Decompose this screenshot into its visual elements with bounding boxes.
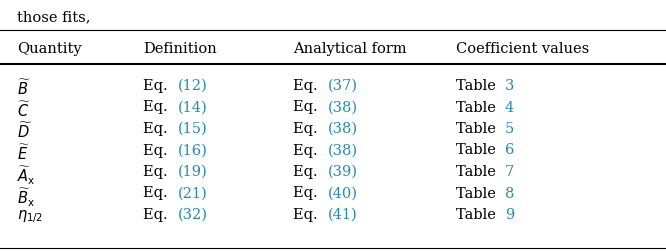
Text: 6: 6 <box>505 143 514 158</box>
Text: 9: 9 <box>505 208 514 222</box>
Text: (37): (37) <box>328 79 358 93</box>
Text: $\widetilde{E}$: $\widetilde{E}$ <box>17 143 29 163</box>
Text: Eq.: Eq. <box>293 186 322 201</box>
Text: 8: 8 <box>505 186 514 201</box>
Text: $\widetilde{A}_{\mathrm{x}}$: $\widetilde{A}_{\mathrm{x}}$ <box>17 165 35 187</box>
Text: 5: 5 <box>505 122 514 136</box>
Text: $\widetilde{C}$: $\widetilde{C}$ <box>17 101 31 120</box>
Text: (40): (40) <box>328 186 358 201</box>
Text: (39): (39) <box>328 165 358 179</box>
Text: Analytical form: Analytical form <box>293 42 407 56</box>
Text: Eq.: Eq. <box>143 122 172 136</box>
Text: Eq.: Eq. <box>143 186 172 201</box>
Text: 3: 3 <box>505 79 514 93</box>
Text: Eq.: Eq. <box>293 79 322 93</box>
Text: (32): (32) <box>178 208 208 222</box>
Text: Table: Table <box>456 122 501 136</box>
Text: Table: Table <box>456 186 501 201</box>
Text: (21): (21) <box>178 186 208 201</box>
Text: (12): (12) <box>178 79 208 93</box>
Text: Coefficient values: Coefficient values <box>456 42 589 56</box>
Text: Eq.: Eq. <box>143 143 172 158</box>
Text: Quantity: Quantity <box>17 42 81 56</box>
Text: (38): (38) <box>328 143 358 158</box>
Text: (38): (38) <box>328 101 358 114</box>
Text: 4: 4 <box>505 101 514 114</box>
Text: 7: 7 <box>505 165 514 179</box>
Text: (19): (19) <box>178 165 208 179</box>
Text: $\widetilde{B}_{\mathrm{x}}$: $\widetilde{B}_{\mathrm{x}}$ <box>17 186 35 209</box>
Text: (38): (38) <box>328 122 358 136</box>
Text: Eq.: Eq. <box>143 165 172 179</box>
Text: (14): (14) <box>178 101 208 114</box>
Text: $\widetilde{B}$: $\widetilde{B}$ <box>17 79 30 99</box>
Text: Eq.: Eq. <box>293 143 322 158</box>
Text: Table: Table <box>456 208 501 222</box>
Text: Table: Table <box>456 165 501 179</box>
Text: Eq.: Eq. <box>293 101 322 114</box>
Text: Definition: Definition <box>143 42 217 56</box>
Text: $\eta_{1/2}$: $\eta_{1/2}$ <box>17 208 43 225</box>
Text: (15): (15) <box>178 122 208 136</box>
Text: (16): (16) <box>178 143 208 158</box>
Text: (41): (41) <box>328 208 358 222</box>
Text: Table: Table <box>456 79 501 93</box>
Text: Eq.: Eq. <box>143 208 172 222</box>
Text: Eq.: Eq. <box>293 208 322 222</box>
Text: Eq.: Eq. <box>143 79 172 93</box>
Text: Eq.: Eq. <box>293 122 322 136</box>
Text: Eq.: Eq. <box>143 101 172 114</box>
Text: Table: Table <box>456 143 501 158</box>
Text: Table: Table <box>456 101 501 114</box>
Text: Eq.: Eq. <box>293 165 322 179</box>
Text: $\widetilde{D}$: $\widetilde{D}$ <box>17 122 32 141</box>
Text: those fits,: those fits, <box>17 10 90 24</box>
